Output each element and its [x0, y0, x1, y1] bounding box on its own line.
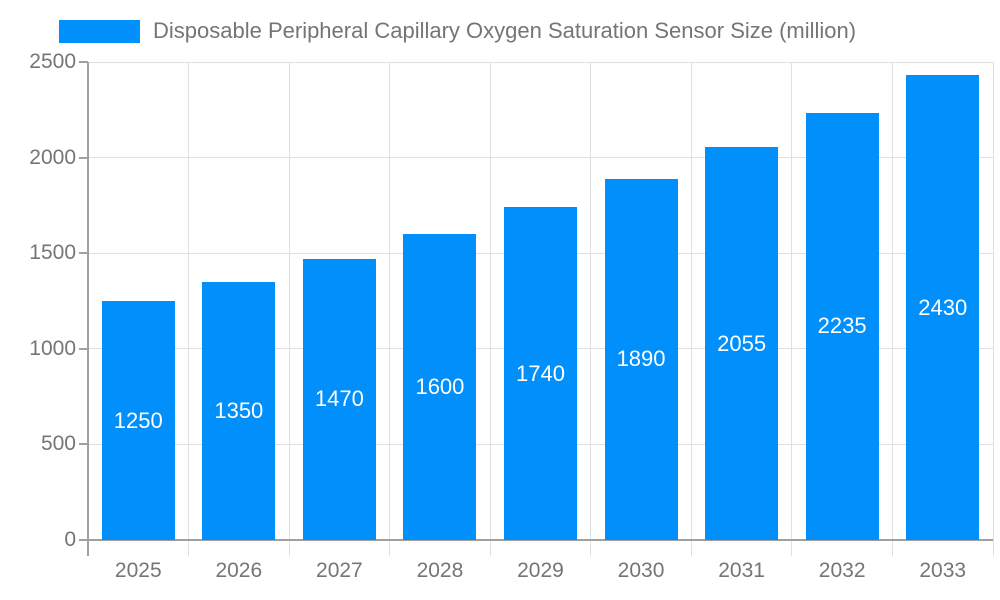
x-axis-tick [389, 540, 391, 556]
bar-value-label: 1350 [214, 397, 264, 423]
bar-value-label: 2430 [918, 294, 968, 320]
x-gridline [389, 62, 391, 540]
x-tick-label: 2029 [517, 559, 564, 582]
bar-2026[interactable]: 1350 [202, 281, 276, 540]
x-gridline [188, 62, 190, 540]
x-gridline [690, 62, 692, 540]
x-tick-label: 2027 [316, 559, 363, 582]
bar-2032[interactable]: 2235 [805, 112, 879, 540]
bar-value-label: 1600 [415, 374, 465, 400]
x-axis-tick [992, 540, 994, 556]
y-axis-tick [79, 252, 88, 255]
x-gridline [791, 62, 793, 540]
y-axis-line [87, 62, 89, 556]
x-gridline [590, 62, 592, 540]
y-tick-label: 2000 [29, 145, 76, 169]
x-tick-label: 2031 [718, 559, 765, 582]
y-axis-tick [79, 347, 88, 350]
legend-swatch [59, 19, 140, 43]
x-gridline [489, 62, 491, 540]
bar-value-label: 2055 [717, 330, 767, 356]
bar-value-label: 1250 [113, 407, 163, 433]
x-axis-tick [489, 540, 491, 556]
x-axis-tick [891, 540, 893, 556]
bar-2030[interactable]: 1890 [604, 178, 678, 540]
bar-2031[interactable]: 2055 [705, 147, 779, 540]
x-tick-label: 2025 [114, 559, 162, 582]
bar-value-label: 1890 [616, 346, 666, 372]
legend-title: Disposable Peripheral Capillary Oxygen S… [153, 18, 857, 43]
x-tick-label: 2032 [818, 559, 866, 582]
bar-value-label: 1470 [314, 386, 364, 412]
x-tick-label: 2030 [617, 559, 665, 582]
x-axis-line [79, 539, 993, 541]
y-tick-label: 1500 [29, 241, 76, 265]
x-axis-tick [791, 540, 793, 556]
y-axis-tick [79, 443, 88, 446]
y-tick-label: 500 [40, 432, 76, 456]
bar-2033[interactable]: 2430 [906, 75, 980, 540]
y-gridline [88, 61, 993, 63]
x-gridline [891, 62, 893, 540]
x-axis-tick [590, 540, 592, 556]
y-axis-tick [79, 156, 88, 159]
bar-value-label: 2235 [817, 313, 867, 339]
y-axis-tick [79, 61, 88, 63]
y-tick-label: 2500 [29, 50, 76, 73]
chart-legend[interactable]: Disposable Peripheral Capillary Oxygen S… [59, 18, 856, 44]
bar-value-label: 1740 [516, 360, 565, 386]
x-axis-tick [188, 540, 190, 556]
x-tick-label: 2026 [215, 559, 263, 582]
x-axis-tick [288, 540, 290, 556]
bar-2028[interactable]: 1600 [403, 234, 477, 540]
x-gridline [992, 62, 994, 540]
y-tick-label: 1000 [29, 336, 76, 360]
x-tick-label: 2033 [919, 559, 967, 582]
bar-2027[interactable]: 1470 [302, 258, 376, 540]
x-tick-label: 2028 [416, 559, 464, 582]
bar-2029[interactable]: 1740 [504, 207, 577, 540]
y-gridline [88, 157, 993, 159]
bar-2025[interactable]: 1250 [101, 301, 175, 540]
y-tick-label: 0 [64, 528, 76, 551]
x-gridline [288, 62, 290, 540]
x-axis-tick [690, 540, 692, 556]
